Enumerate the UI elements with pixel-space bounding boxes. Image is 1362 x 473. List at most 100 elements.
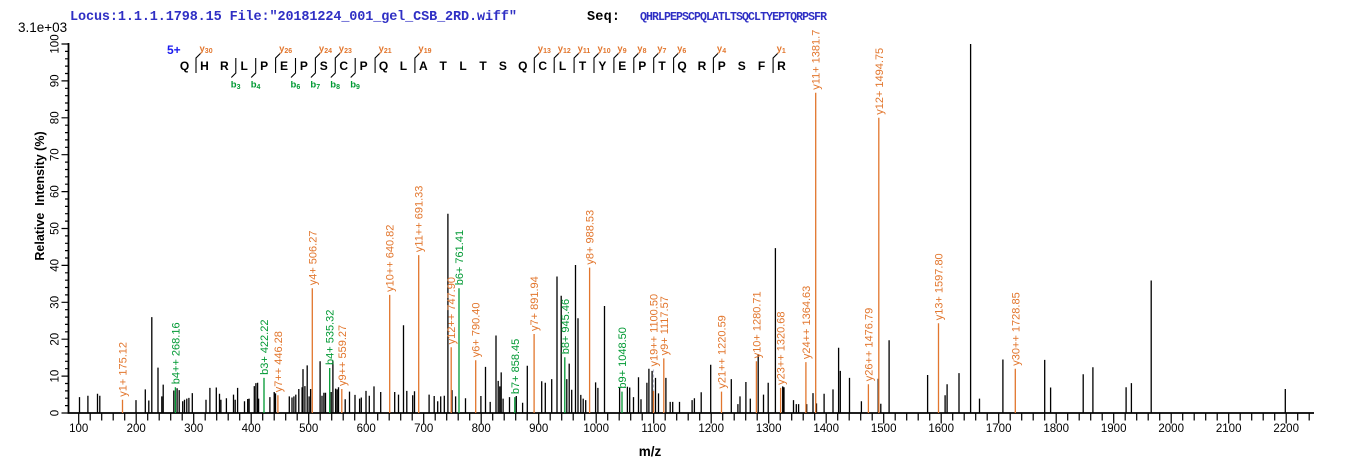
svg-text:y13+ 1597.80: y13+ 1597.80 [934,253,946,320]
svg-text:y26: y26 [279,44,292,56]
svg-text:F: F [758,59,765,73]
svg-text:y10: y10 [598,44,611,56]
svg-text:y11++ 691.33: y11++ 691.33 [414,186,426,252]
svg-text:0: 0 [50,410,62,416]
svg-text:T: T [658,59,666,73]
svg-text:y9: y9 [617,44,626,56]
svg-text:100: 100 [50,34,62,53]
svg-text:y4: y4 [717,44,726,56]
svg-text:y21: y21 [379,44,392,56]
svg-text:20: 20 [50,333,62,346]
svg-text:b7+ 858.45: b7+ 858.45 [510,339,522,394]
svg-text:70: 70 [50,148,62,161]
svg-text:y30: y30 [200,44,213,56]
svg-text:Seq:: Seq: [587,10,620,25]
svg-text:y1+ 175.12: y1+ 175.12 [118,342,130,397]
svg-text:y23: y23 [339,44,352,56]
svg-text:b3+ 422.22: b3+ 422.22 [259,320,271,375]
svg-text:y4+ 506.27: y4+ 506.27 [307,231,319,286]
svg-text:Locus:1.1.1.1798.15 File:"2018: Locus:1.1.1.1798.15 File:"20181224_001_g… [70,10,517,25]
svg-text:S: S [499,59,507,73]
svg-text:y9+ 1117.57: y9+ 1117.57 [659,296,671,355]
svg-text:2100: 2100 [1216,423,1242,435]
svg-text:1300: 1300 [756,423,782,435]
svg-text:60: 60 [50,185,62,198]
svg-text:b3: b3 [231,80,241,92]
svg-text:y12+ 1494.75: y12+ 1494.75 [874,48,886,115]
svg-text:E: E [618,59,626,73]
svg-text:y7++ 446.28: y7++ 446.28 [273,331,285,392]
svg-text:1900: 1900 [1101,423,1127,435]
svg-text:y10++ 640.82: y10++ 640.82 [385,225,397,292]
svg-text:Relative Intensity (%): Relative Intensity (%) [33,131,47,260]
svg-text:b6: b6 [291,80,301,92]
svg-text:10: 10 [50,370,62,383]
svg-text:600: 600 [357,423,376,435]
svg-text:1400: 1400 [813,423,839,435]
svg-text:30: 30 [50,296,62,309]
svg-text:200: 200 [127,423,146,435]
svg-text:1600: 1600 [928,423,954,435]
svg-text:b9+ 1048.50: b9+ 1048.50 [617,327,629,388]
svg-text:P: P [300,59,308,73]
svg-text:P: P [260,59,268,73]
svg-text:b4+ 535.32: b4+ 535.32 [325,310,337,365]
svg-text:y26++ 1476.79: y26++ 1476.79 [863,308,875,381]
svg-text:b8+ 945.46: b8+ 945.46 [560,299,572,354]
svg-text:b6+ 761.41: b6+ 761.41 [454,230,466,285]
svg-text:y7: y7 [657,44,666,56]
svg-text:800: 800 [472,423,491,435]
svg-text:R: R [698,59,707,73]
svg-text:1500: 1500 [871,423,897,435]
svg-text:y13: y13 [538,44,551,56]
svg-text:y23++ 1320.68: y23++ 1320.68 [776,311,788,384]
svg-text:Y: Y [598,59,606,73]
svg-text:80: 80 [50,111,62,124]
svg-text:L: L [400,59,407,73]
svg-text:50: 50 [50,222,62,235]
svg-text:y9++ 559.27: y9++ 559.27 [337,325,349,386]
svg-text:y19: y19 [418,44,431,56]
svg-text:T: T [440,59,448,73]
svg-text:1000: 1000 [583,423,609,435]
svg-text:b9: b9 [350,80,360,92]
svg-text:E: E [280,59,288,73]
svg-text:L: L [241,59,248,73]
svg-text:100: 100 [69,423,88,435]
svg-text:Q: Q [677,59,686,73]
svg-text:y12: y12 [558,44,571,56]
svg-text:y8+ 988.53: y8+ 988.53 [585,210,597,265]
svg-text:P: P [360,59,368,73]
svg-text:b7: b7 [310,80,320,92]
svg-text:T: T [579,59,587,73]
svg-text:Q: Q [379,59,388,73]
svg-text:Q: Q [518,59,527,73]
svg-text:P: P [718,59,726,73]
svg-text:y24++ 1364.63: y24++ 1364.63 [801,286,813,359]
svg-text:500: 500 [299,423,318,435]
svg-text:40: 40 [50,259,62,272]
svg-text:1100: 1100 [641,423,666,435]
svg-text:400: 400 [242,423,261,435]
svg-text:90: 90 [50,75,62,88]
svg-text:y10+ 1280.71: y10+ 1280.71 [751,291,763,358]
svg-text:y11+ 1381.7: y11+ 1381.7 [811,30,823,90]
svg-text:1200: 1200 [698,423,724,435]
svg-text:y6: y6 [677,44,686,56]
svg-text:S: S [320,59,328,73]
svg-text:y30++ 1728.85: y30++ 1728.85 [1010,292,1022,365]
svg-text:1700: 1700 [986,423,1012,435]
svg-text:700: 700 [414,423,433,435]
svg-text:C: C [339,59,348,73]
svg-text:y1: y1 [777,44,786,56]
svg-text:Q: Q [180,59,189,73]
svg-text:S: S [738,59,746,73]
svg-text:R: R [220,59,229,73]
svg-text:R: R [777,59,786,73]
svg-text:b4++ 268.16: b4++ 268.16 [170,322,182,384]
svg-text:y11: y11 [578,44,591,56]
svg-text:QHRLPEPSCPQLATLTSQCLTYEPTQRPSF: QHRLPEPSCPQLATLTSQCLTYEPTQRPSFR [640,11,827,24]
svg-text:y6+ 790.40: y6+ 790.40 [471,302,483,357]
svg-text:L: L [459,59,466,73]
svg-text:A: A [419,59,428,73]
